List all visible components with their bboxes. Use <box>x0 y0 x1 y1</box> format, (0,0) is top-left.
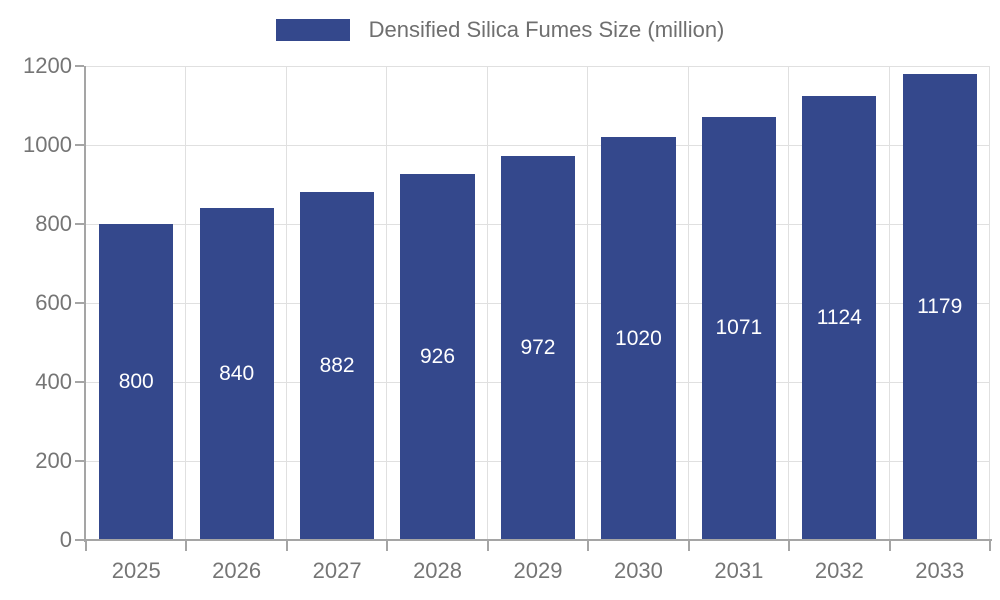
bar-cell: 972 <box>488 66 588 540</box>
x-tick-label: 2027 <box>312 558 362 583</box>
bar-series: 800 840 882 926 972 1020 1071 1124 1179 <box>86 66 990 540</box>
x-axis-tick <box>587 541 590 551</box>
legend-swatch-icon[interactable] <box>275 19 350 41</box>
legend-label[interactable]: Densified Silica Fumes Size (million) <box>368 17 725 42</box>
y-tick-label: 200 <box>35 448 72 473</box>
x-axis-tick <box>486 541 489 551</box>
bar-value-label: 840 <box>219 362 255 386</box>
y-axis-tick <box>75 144 84 146</box>
bar-2027[interactable]: 882 <box>299 191 375 540</box>
y-axis-tick <box>75 302 84 304</box>
y-tick-label: 0 <box>59 527 72 552</box>
gridline-vertical <box>687 66 689 540</box>
x-tick-label: 2025 <box>111 558 161 583</box>
bar-value-label: 1179 <box>917 295 963 319</box>
bar-value-label: 926 <box>420 345 456 369</box>
x-axis-tick <box>888 541 891 551</box>
bar-value-label: 882 <box>319 353 355 377</box>
bar-2032[interactable]: 1124 <box>802 96 877 540</box>
gridline-vertical <box>386 66 388 540</box>
legend[interactable]: Densified Silica Fumes Size (million) <box>0 17 1000 43</box>
y-tick-label: 600 <box>35 290 72 315</box>
x-tick-label: 2029 <box>513 558 563 583</box>
x-axis-tick <box>687 541 690 551</box>
bar-2029[interactable]: 972 <box>500 156 576 540</box>
plot-area: 800 840 882 926 972 1020 1071 1124 1179 <box>86 66 990 540</box>
bar-2030[interactable]: 1020 <box>601 137 676 540</box>
y-tick-label: 800 <box>35 211 72 236</box>
x-axis-line <box>86 539 992 541</box>
bar-value-label: 972 <box>520 336 556 360</box>
x-axis-tick <box>85 541 87 551</box>
x-tick-label: 2033 <box>915 558 965 583</box>
bar-cell: 1179 <box>890 66 990 540</box>
bar-2025[interactable]: 800 <box>99 224 174 540</box>
bar-value-label: 1071 <box>715 316 763 340</box>
x-axis-tick <box>788 541 791 551</box>
y-tick-label: 1200 <box>23 53 72 78</box>
bar-2033[interactable]: 1179 <box>902 74 977 540</box>
bar-cell: 800 <box>86 66 186 540</box>
gridline-vertical <box>888 66 890 540</box>
y-tick-label: 1000 <box>23 132 72 157</box>
x-tick-label: 2028 <box>413 558 463 583</box>
y-axis-line <box>84 66 86 542</box>
y-tick-label: 400 <box>35 369 72 394</box>
bar-2026[interactable]: 840 <box>199 208 274 540</box>
x-axis-tick <box>989 541 991 551</box>
x-axis-tick <box>386 541 389 551</box>
y-axis-tick <box>75 381 84 383</box>
bar-cell: 882 <box>287 66 387 540</box>
y-axis-tick <box>75 460 84 462</box>
gridline-horizontal <box>86 66 990 67</box>
bar-value-label: 1020 <box>615 326 662 350</box>
x-tick-label: 2026 <box>212 558 262 583</box>
x-tick-label: 2030 <box>613 558 663 583</box>
bar-cell: 1020 <box>588 66 688 540</box>
y-axis-tick <box>75 223 84 225</box>
gridline-vertical <box>285 66 287 540</box>
x-axis-tick <box>185 541 188 551</box>
bar-value-label: 1124 <box>816 306 862 330</box>
bar-cell: 1124 <box>789 66 889 540</box>
gridline-vertical <box>185 66 187 540</box>
bar-cell: 926 <box>387 66 487 540</box>
bar-2031[interactable]: 1071 <box>701 116 776 540</box>
gridline-vertical <box>587 66 589 540</box>
bar-cell: 840 <box>186 66 286 540</box>
bar-cell: 1071 <box>689 66 789 540</box>
gridline-horizontal <box>86 145 990 146</box>
x-axis-tick <box>285 541 288 551</box>
gridline-vertical <box>486 66 488 540</box>
gridline-vertical <box>788 66 790 540</box>
gridline-vertical <box>989 66 990 540</box>
x-tick-label: 2032 <box>814 558 864 583</box>
x-tick-label: 2031 <box>714 558 764 583</box>
bar-2028[interactable]: 926 <box>400 174 475 540</box>
bar-value-label: 800 <box>118 370 154 393</box>
y-axis-tick <box>75 539 84 541</box>
y-axis-tick <box>75 65 84 67</box>
